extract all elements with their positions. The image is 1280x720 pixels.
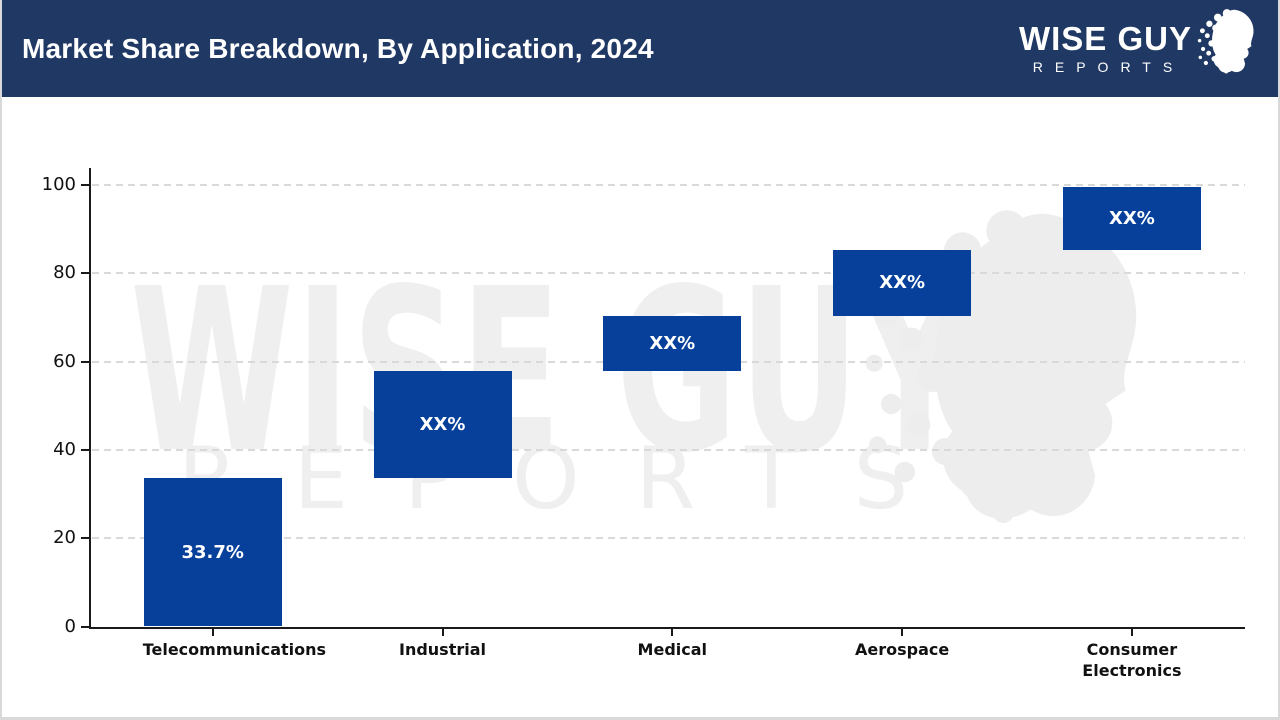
x-category-label: Medical <box>637 640 708 659</box>
gridline-100 <box>92 184 1245 186</box>
y-axis-spine <box>89 168 91 629</box>
y-tick-mark <box>81 360 89 363</box>
gridline-80 <box>92 272 1245 275</box>
x-category-label: Consumer Electronics <box>1082 640 1182 680</box>
y-tick-label: 80 <box>53 262 76 284</box>
y-tick-mark <box>81 272 89 275</box>
bar-segment: XX% <box>833 250 972 316</box>
gridline-40 <box>92 448 1245 451</box>
y-tick-mark <box>81 537 89 540</box>
x-category-label: Telecommunications <box>142 640 327 659</box>
logo-text: WISE GUY REPORTS <box>1018 20 1192 76</box>
bar-value-label: XX% <box>649 332 696 354</box>
x-tick-mark <box>441 628 444 636</box>
bar-segment: XX% <box>373 371 512 478</box>
bar-segment: XX% <box>1062 187 1201 251</box>
header: Market Share Breakdown, By Application, … <box>2 0 1278 97</box>
y-tick-mark <box>81 625 89 628</box>
bar-value-label: XX% <box>419 414 466 435</box>
x-tick-mark <box>901 628 904 636</box>
bar-segment: XX% <box>603 315 742 372</box>
logo-subtitle: REPORTS <box>1032 59 1185 75</box>
y-tick-label: 40 <box>53 438 76 460</box>
wiseguy-logo: WISE GUY REPORTS <box>1019 7 1264 91</box>
x-tick-mark <box>671 628 674 636</box>
y-tick-label: 60 <box>53 350 76 372</box>
x-axis-baseline <box>89 626 1245 629</box>
y-tick-label: 20 <box>53 527 76 549</box>
logo-wordmark: WISE GUY <box>1018 20 1192 57</box>
bar-segment: 33.7% <box>143 477 282 627</box>
y-tick-mark <box>81 184 89 186</box>
x-category-label: Industrial <box>398 640 486 659</box>
page-title: Market Share Breakdown, By Application, … <box>22 32 654 64</box>
gridline-20 <box>92 537 1245 540</box>
y-tick-label: 0 <box>64 615 76 637</box>
y-tick-label: 100 <box>41 174 76 195</box>
logo-face-icon <box>1197 8 1254 73</box>
bar-value-label: XX% <box>1108 208 1155 230</box>
y-tick-mark <box>81 448 89 451</box>
x-tick-mark <box>1130 628 1133 636</box>
x-category-label: Aerospace <box>854 640 950 659</box>
bar-value-label: 33.7% <box>181 541 244 563</box>
x-tick-mark <box>211 628 214 636</box>
bar-value-label: XX% <box>879 272 925 294</box>
